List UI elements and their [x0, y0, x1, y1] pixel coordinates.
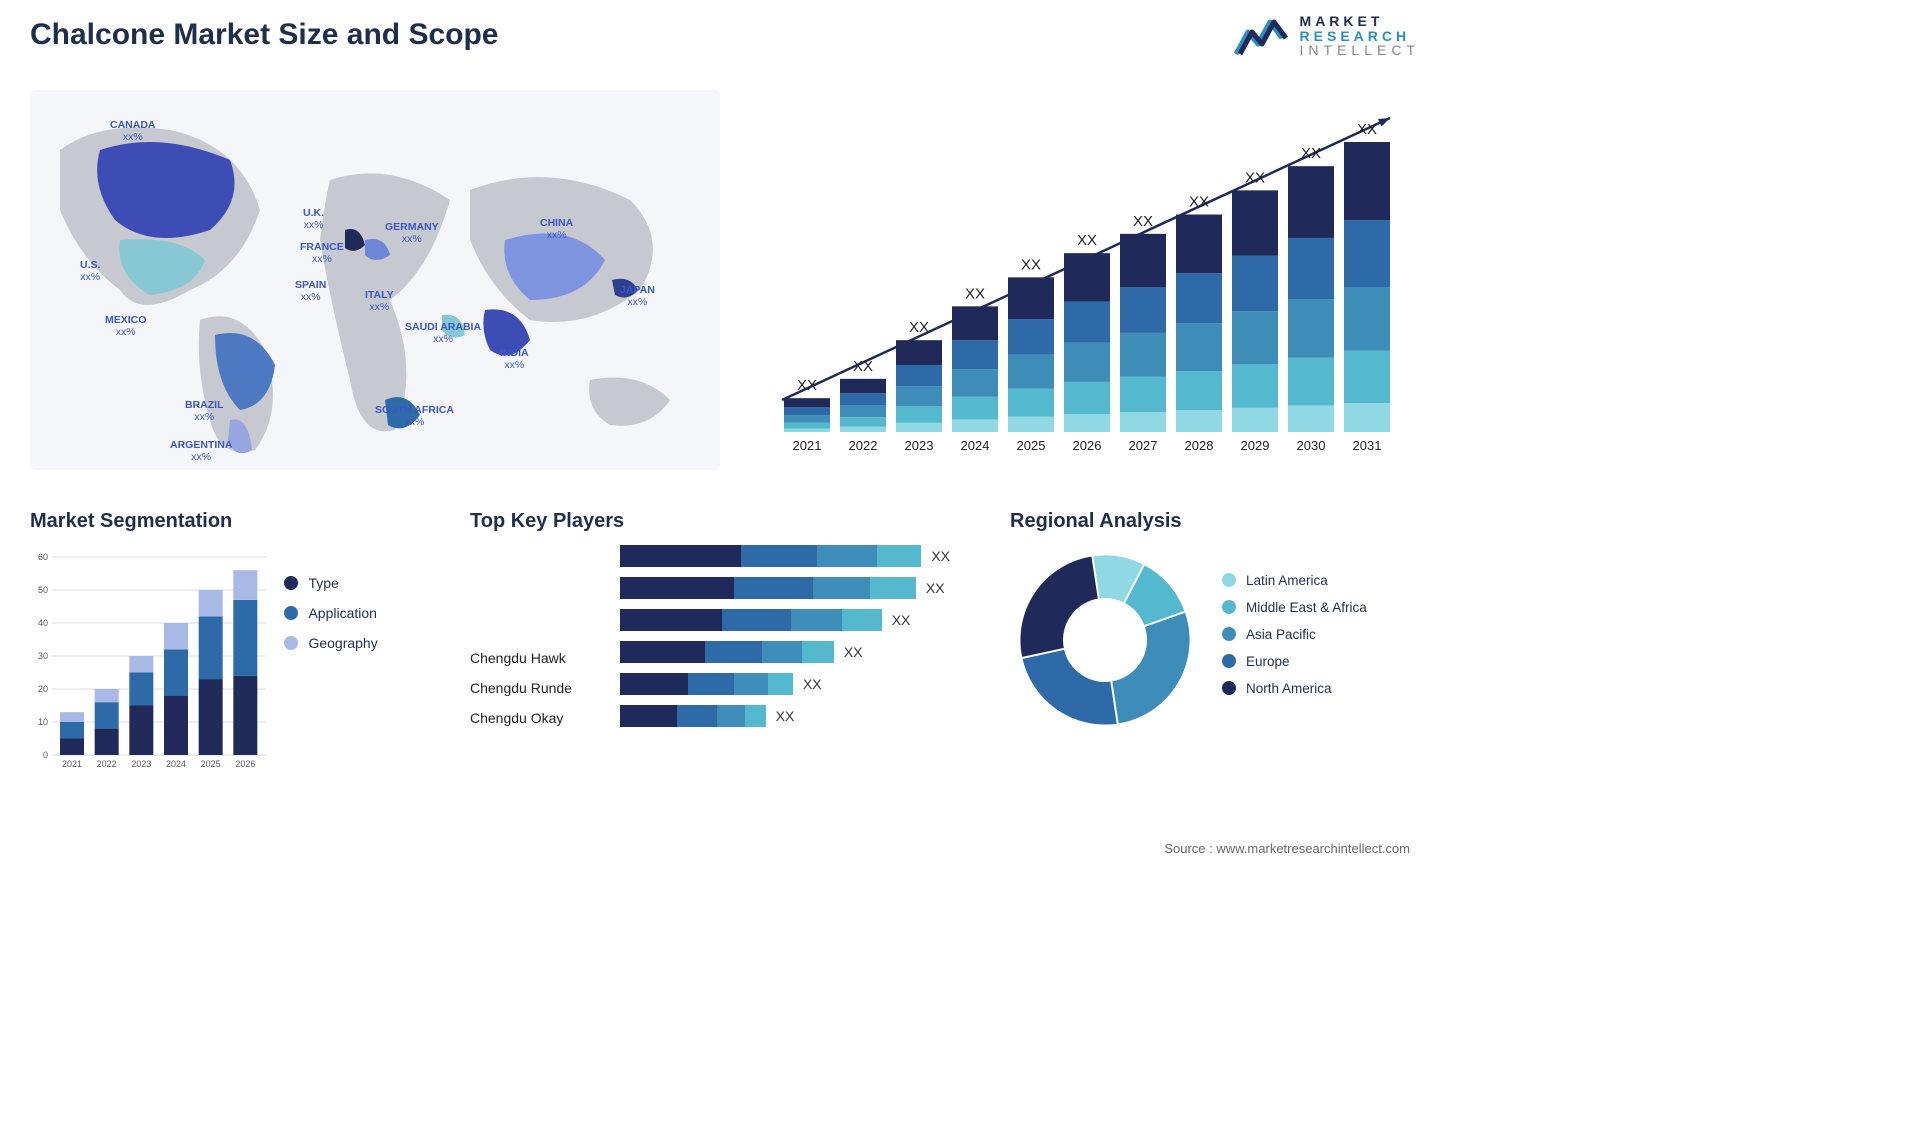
svg-text:2024: 2024: [961, 438, 990, 453]
logo-mark-icon: [1234, 14, 1290, 58]
svg-text:2022: 2022: [849, 438, 878, 453]
map-label: CHINAxx%: [540, 218, 573, 241]
svg-text:2021: 2021: [62, 759, 82, 769]
regional-donut-chart: [1010, 545, 1200, 735]
svg-text:XX: XX: [1357, 121, 1377, 138]
market-size-chart: XX 2021 XX 2022 XX 2023 XX 2024 XX 2025 XX 2026 XX 20…: [770, 100, 1410, 460]
map-label: U.K.xx%: [303, 208, 324, 231]
brand-logo: MARKET RESEARCH INTELLECT: [1234, 14, 1420, 58]
svg-text:2025: 2025: [201, 759, 221, 769]
svg-text:2026: 2026: [235, 759, 255, 769]
svg-text:2022: 2022: [97, 759, 117, 769]
svg-text:2025: 2025: [1017, 438, 1046, 453]
map-label: CANADAxx%: [110, 120, 156, 143]
player-bar: XX: [620, 641, 950, 663]
svg-text:2027: 2027: [1129, 438, 1158, 453]
player-label: Chengdu Hawk: [470, 643, 620, 673]
svg-text:XX: XX: [853, 358, 873, 375]
player-value: XX: [892, 612, 911, 628]
map-label: U.S.xx%: [80, 260, 100, 283]
legend-item: Type: [284, 575, 377, 591]
legend-item: Middle East & Africa: [1222, 600, 1367, 615]
map-label: ARGENTINAxx%: [170, 440, 232, 463]
segmentation-panel: Market Segmentation 0 10 20 30 40 50 60 2021 202…: [30, 510, 430, 775]
svg-text:10: 10: [38, 717, 48, 727]
legend-item: Latin America: [1222, 573, 1367, 588]
players-labels: Chengdu HawkChengdu RundeChengdu Okay: [470, 545, 620, 737]
legend-item: Application: [284, 605, 377, 621]
players-panel: Top Key Players Chengdu HawkChengdu Rund…: [470, 510, 950, 737]
map-label: GERMANYxx%: [385, 222, 439, 245]
regional-panel: Regional Analysis Latin America Middle Ea…: [1010, 510, 1420, 735]
svg-text:2029: 2029: [1241, 438, 1270, 453]
svg-text:2028: 2028: [1185, 438, 1214, 453]
map-label: FRANCExx%: [300, 242, 344, 265]
player-label: [470, 583, 620, 613]
player-value: XX: [844, 644, 863, 660]
player-bar: XX: [620, 705, 950, 727]
segmentation-legend: Type Application Geography: [284, 575, 377, 665]
svg-text:2031: 2031: [1353, 438, 1382, 453]
player-value: XX: [776, 708, 795, 724]
players-bars: XX XX XX XX XX XX: [620, 545, 950, 737]
page-title: Chalcone Market Size and Scope: [30, 18, 498, 52]
map-label: SOUTH AFRICAxx%: [375, 405, 454, 428]
regional-title: Regional Analysis: [1010, 510, 1420, 533]
map-label: SPAINxx%: [295, 280, 326, 303]
player-value: XX: [926, 580, 945, 596]
source-label: Source : www.marketresearchintellect.com: [1164, 841, 1410, 856]
logo-line3: INTELLECT: [1300, 43, 1420, 58]
svg-text:2023: 2023: [905, 438, 934, 453]
svg-text:60: 60: [38, 552, 48, 562]
svg-text:40: 40: [38, 618, 48, 628]
svg-text:XX: XX: [1189, 194, 1209, 211]
svg-text:2024: 2024: [166, 759, 186, 769]
legend-item: Europe: [1222, 654, 1367, 669]
map-label: JAPANxx%: [620, 285, 655, 308]
player-label: Chengdu Runde: [470, 673, 620, 703]
map-label: BRAZILxx%: [185, 400, 224, 423]
player-bar: XX: [620, 577, 950, 599]
map-label: INDIAxx%: [500, 348, 529, 371]
svg-text:50: 50: [38, 585, 48, 595]
svg-text:XX: XX: [797, 377, 817, 394]
svg-text:0: 0: [43, 750, 48, 760]
player-bar: XX: [620, 673, 950, 695]
svg-text:30: 30: [38, 651, 48, 661]
svg-text:XX: XX: [1077, 232, 1097, 249]
player-value: XX: [931, 548, 950, 564]
legend-item: Geography: [284, 635, 377, 651]
svg-text:XX: XX: [1301, 145, 1321, 162]
segmentation-title: Market Segmentation: [30, 510, 430, 533]
svg-text:XX: XX: [965, 285, 985, 302]
player-label: [470, 553, 620, 583]
svg-text:2026: 2026: [1073, 438, 1102, 453]
legend-item: Asia Pacific: [1222, 627, 1367, 642]
svg-text:2030: 2030: [1297, 438, 1326, 453]
map-label: MEXICOxx%: [105, 315, 146, 338]
svg-text:XX: XX: [909, 319, 929, 336]
map-label: SAUDI ARABIAxx%: [405, 322, 481, 345]
svg-text:XX: XX: [1245, 169, 1265, 186]
svg-text:20: 20: [38, 684, 48, 694]
player-label: [470, 613, 620, 643]
svg-text:2023: 2023: [131, 759, 151, 769]
player-bar: XX: [620, 545, 950, 567]
players-title: Top Key Players: [470, 510, 950, 533]
legend-item: North America: [1222, 681, 1367, 696]
svg-text:2021: 2021: [793, 438, 822, 453]
svg-text:XX: XX: [1133, 213, 1153, 230]
player-bar: XX: [620, 609, 950, 631]
map-label: ITALYxx%: [365, 290, 394, 313]
logo-line1: MARKET: [1300, 14, 1420, 29]
logo-line2: RESEARCH: [1300, 29, 1420, 44]
player-label: Chengdu Okay: [470, 703, 620, 733]
svg-text:XX: XX: [1021, 256, 1041, 273]
regional-legend: Latin America Middle East & Africa Asia Pa…: [1222, 573, 1367, 708]
world-map-panel: CANADAxx% U.S.xx% MEXICOxx% BRAZILxx% ARGENT…: [30, 90, 720, 470]
player-value: XX: [803, 676, 822, 692]
